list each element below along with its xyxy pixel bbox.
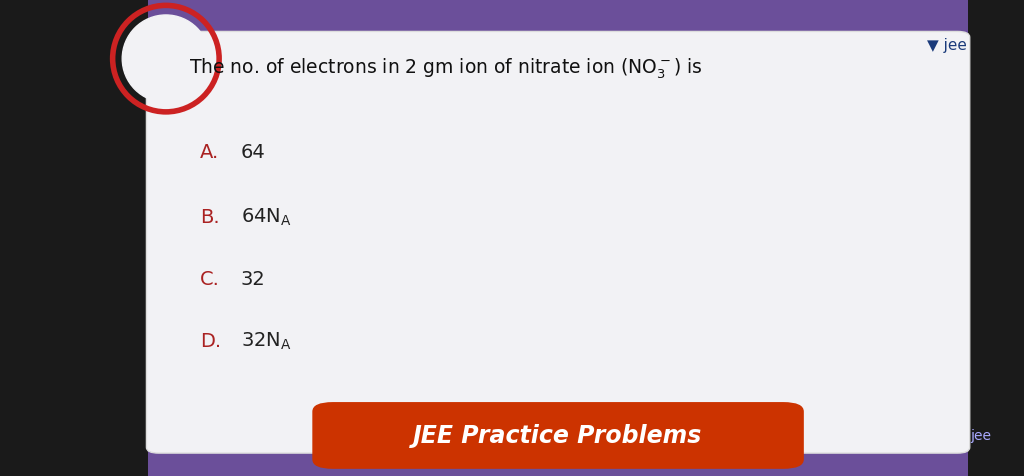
FancyBboxPatch shape [957,0,1024,476]
Text: $\mathregular{32}$$\mathregular{N}$$_{\mathregular{A}}$: $\mathregular{32}$$\mathregular{N}$$_{\m… [241,330,292,351]
Text: ▼ jee: ▼ jee [927,38,967,53]
Text: B.: B. [200,207,219,226]
Text: JEE Practice Problems: JEE Practice Problems [414,424,702,447]
Text: jee: jee [970,428,991,443]
Text: D.: D. [200,331,221,350]
Text: C.: C. [200,269,219,288]
Text: A.: A. [200,143,219,162]
FancyBboxPatch shape [146,32,970,453]
Text: $\mathregular{64}$$\mathregular{N}$$_{\mathregular{A}}$: $\mathregular{64}$$\mathregular{N}$$_{\m… [241,206,292,227]
Text: 64: 64 [241,143,265,162]
FancyBboxPatch shape [0,0,148,476]
Text: The no. of electrons in 2 gm ion of nitrate ion (NO$_3^-$) is: The no. of electrons in 2 gm ion of nitr… [189,57,703,81]
Ellipse shape [122,16,210,103]
Text: 32: 32 [241,269,265,288]
FancyBboxPatch shape [312,402,804,469]
FancyBboxPatch shape [148,447,968,476]
FancyBboxPatch shape [148,0,968,38]
